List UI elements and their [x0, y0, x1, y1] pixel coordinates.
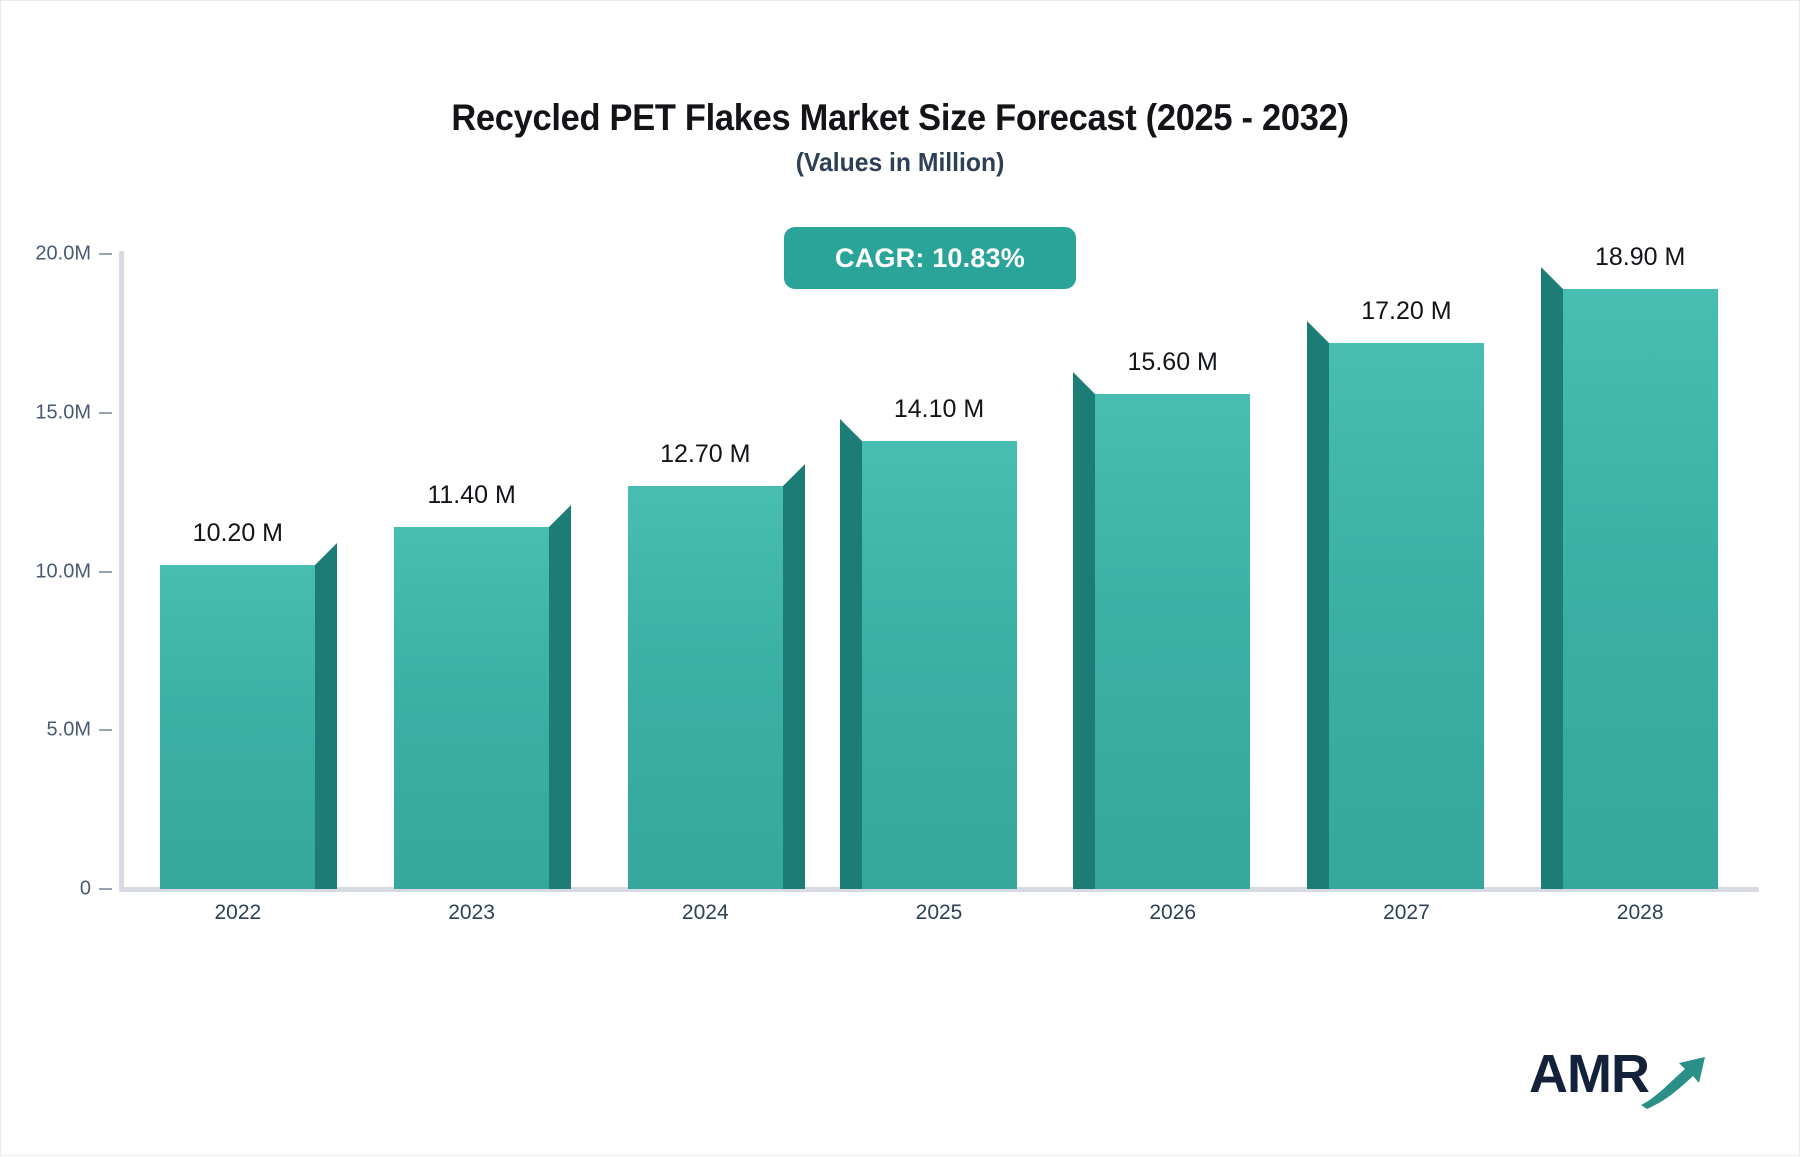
y-axis-line [119, 251, 124, 892]
y-tick-mark [99, 729, 112, 732]
chart-subtitle: (Values in Million) [795, 147, 1005, 177]
bar-front-face [1563, 289, 1718, 889]
bar-front-face [394, 527, 549, 889]
y-tick-mark [99, 570, 112, 573]
bar-value-label: 15.60 M [1127, 348, 1218, 376]
x-tick-label: 2027 [1383, 901, 1430, 924]
bar-value-label: 10.20 M [192, 519, 284, 547]
cagr-badge-label: CAGR: 10.83% [835, 242, 1025, 273]
bar-value-label: 18.90 M [1594, 243, 1686, 271]
y-tick-label: 15.0M [35, 401, 91, 424]
bar-side-face [1073, 372, 1095, 889]
bar-front-face [160, 565, 315, 889]
bar-value-label: 12.70 M [660, 440, 751, 468]
x-tick-label: 2025 [915, 901, 963, 924]
bar-side-face [1307, 321, 1329, 889]
x-tick-label: 2028 [1616, 901, 1664, 924]
amr-logo: AMR [1529, 1041, 1714, 1113]
x-axis-line [119, 887, 1759, 892]
bar-value-label: 11.40 M [427, 481, 516, 509]
bar-front-face [1329, 343, 1484, 889]
x-tick-label: 2023 [448, 901, 495, 924]
arrow-up-right-swoosh-icon [1641, 1057, 1705, 1109]
bar-side-face [549, 505, 571, 889]
page-title: Recycled PET Flakes Market Size Forecast… [451, 97, 1349, 138]
x-tick-label: 2026 [1149, 901, 1197, 924]
y-tick-mark [99, 411, 112, 414]
y-tick-mark [99, 888, 112, 890]
amr-logo-text: AMR [1529, 1044, 1650, 1104]
bar-side-face [783, 464, 805, 889]
bar-side-face [1541, 267, 1563, 889]
y-tick-label: 10.0M [35, 560, 91, 582]
y-tick-mark [99, 253, 112, 255]
bar-side-face [840, 419, 862, 889]
cagr-badge: CAGR: 10.83% [784, 227, 1076, 289]
bar-value-label: 17.20 M [1361, 297, 1452, 325]
y-tick-label: 0 [79, 877, 91, 900]
bar-front-face [862, 441, 1017, 889]
bar-front-face [1095, 394, 1250, 889]
bar-side-face [315, 543, 337, 889]
bar-value-label: 14.10 M [893, 395, 985, 423]
x-tick-label: 2024 [681, 901, 729, 924]
y-tick-label: 20.0M [35, 242, 91, 265]
x-tick-label: 2022 [214, 901, 262, 924]
bar-front-face [628, 486, 783, 889]
y-tick-label: 5.0M [46, 718, 91, 741]
